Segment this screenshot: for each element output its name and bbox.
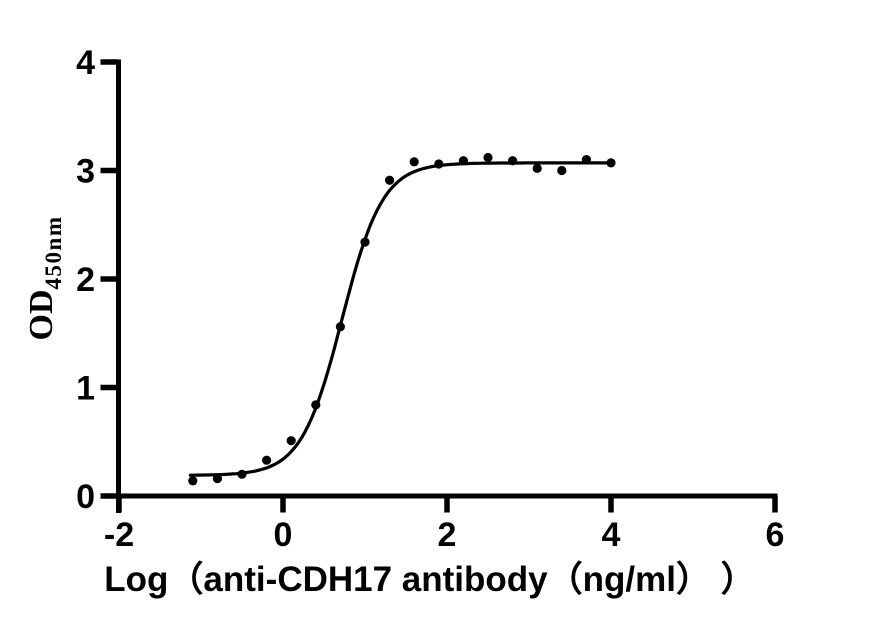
y-tick-label: 3: [76, 153, 95, 191]
x-tick-label: -2: [104, 516, 134, 554]
data-point: [458, 156, 468, 166]
data-point: [532, 163, 542, 173]
fit-curve: [188, 161, 612, 477]
plot-layer: [188, 152, 616, 486]
x-tick-label: 6: [766, 516, 785, 554]
data-point: [237, 469, 247, 479]
data-point: [581, 155, 592, 165]
y-axis-title-main: OD: [23, 289, 60, 340]
x-tick-label: 4: [602, 516, 621, 554]
data-point: [212, 474, 222, 484]
data-point: [188, 476, 198, 486]
data-point: [409, 157, 419, 167]
y-axis-title: OD450nm: [23, 216, 66, 341]
x-tick-label: 2: [438, 516, 457, 554]
x-axis-title: Log（anti-CDH17 antibody（ng/ml） ）: [104, 560, 755, 599]
y-tick-label: 1: [76, 370, 95, 408]
y-axis-title-subscript: 450nm: [41, 216, 66, 290]
data-point: [335, 322, 345, 332]
data-point: [606, 158, 616, 168]
data-point: [557, 165, 567, 176]
data-point: [311, 400, 321, 410]
data-point: [385, 175, 395, 185]
y-tick-label: 2: [76, 261, 95, 299]
data-point: [434, 159, 444, 169]
y-tick-label: 0: [76, 478, 95, 516]
data-point: [483, 152, 493, 163]
data-point: [262, 455, 272, 465]
x-tick-label: 0: [274, 516, 293, 554]
data-point: [286, 436, 296, 446]
data-point: [360, 237, 370, 247]
y-tick-label: 4: [76, 44, 95, 82]
data-point: [507, 156, 518, 166]
